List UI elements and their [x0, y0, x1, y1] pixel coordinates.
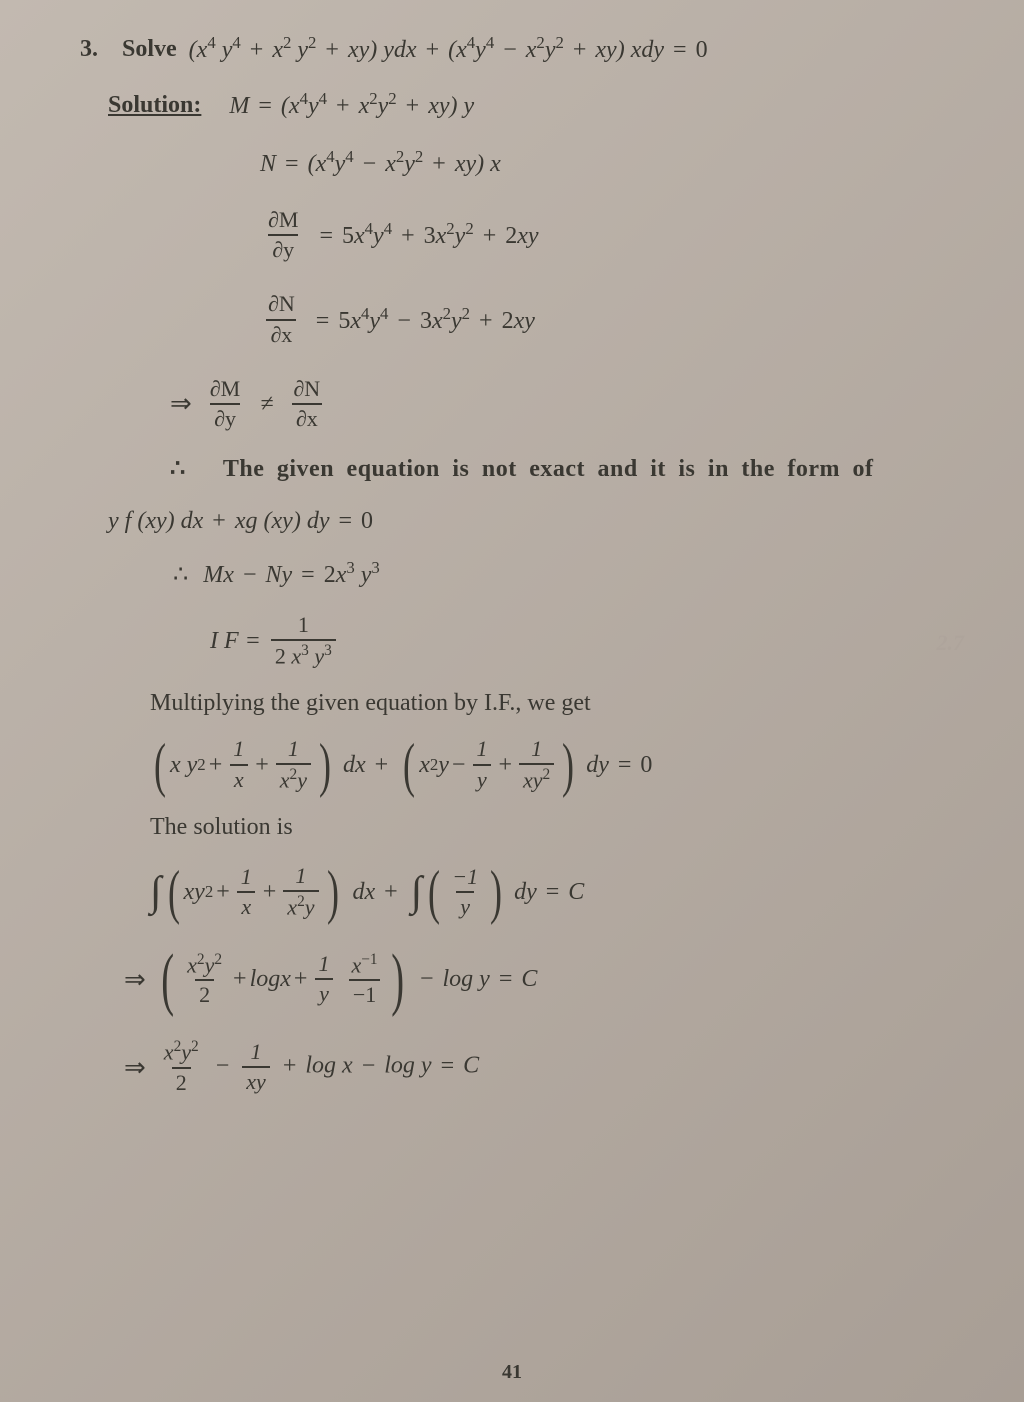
IF-fraction: 1 2 x3 y3: [271, 613, 336, 669]
dN-dx-fraction: ∂N ∂x: [264, 292, 299, 346]
conclusion-text: ∴ The given equation is not exact and it…: [170, 451, 964, 487]
bleed-through-text: 2.7: [937, 630, 965, 655]
dN-dx-den: ∂x: [266, 319, 296, 347]
dM-dy-fraction: ∂M ∂y: [264, 208, 302, 262]
implies-icon: ⇒: [124, 1048, 146, 1087]
dN-dx: ∂N ∂x = 5x4y4 − 3x2y2 + 2xy: [260, 292, 964, 346]
N-definition: N = (x4y4 − x2y2 + xy) x: [260, 144, 964, 182]
IF-num: 1: [294, 613, 313, 639]
dmdy2-num: ∂M: [206, 377, 244, 403]
implies-icon: ⇒: [170, 384, 192, 423]
IF-den: 2 x3 y3: [271, 639, 336, 669]
solution-label: Solution:: [108, 87, 201, 123]
multiplied-equation: ( x y2 + 1x + 1x2y ) dx + ( x2 y − 1y + …: [150, 737, 964, 793]
therefore-icon: ∴: [170, 456, 186, 482]
form-equation: y f (xy) dx + xg (xy) dy = 0: [108, 503, 964, 539]
Mx-Ny: ∴ Mx − Ny = 2x3 y3: [170, 555, 964, 593]
dmdy2-den: ∂y: [210, 403, 240, 431]
dndx2-num: ∂N: [289, 377, 324, 403]
problem-equation: (x4 y4 + x2 y2 + xy) ydx + (x4y4 − x2y2 …: [189, 30, 708, 68]
integral-line: ∫ ( xy2 + 1x + 1x2y ) dx + ∫ ( −1y ) dy …: [150, 861, 964, 924]
dN-dx-num: ∂N: [264, 292, 299, 318]
solution-label-row: Solution: M = (x4y4 + x2y2 + xy) y: [80, 86, 964, 124]
implies-icon: ⇒: [124, 960, 146, 999]
page-number: 41: [0, 1361, 1024, 1384]
dN-dx-value: = 5x4y4 − 3x2y2 + 2xy: [313, 301, 535, 339]
conclusion-statement: The given equation is not exact and it i…: [223, 456, 874, 482]
the-solution-is: The solution is: [150, 809, 964, 845]
integral-icon-2: ∫: [411, 861, 423, 924]
result-line-2: ⇒ ( x2y22 + log x + 1y x−1−1 ) − log y =…: [124, 952, 964, 1008]
M-definition: M = (x4y4 + x2y2 + xy) y: [229, 86, 474, 124]
dM-dy-den: ∂y: [268, 234, 298, 262]
solve-verb: Solve: [122, 31, 177, 67]
IF-label: I F =: [210, 623, 261, 659]
integrating-factor: I F = 1 2 x3 y3: [210, 613, 964, 669]
multiply-text: Multiplying the given equation by I.F., …: [150, 685, 964, 721]
bleed-through-section: 2.7: [937, 630, 965, 656]
dM-dy-num: ∂M: [264, 208, 302, 234]
page: 3. Solve (x4 y4 + x2 y2 + xy) ydx + (x4y…: [0, 0, 1024, 1129]
dM-dy-value: = 5x4y4 + 3x2y2 + 2xy: [316, 216, 538, 254]
problem-statement: 3. Solve (x4 y4 + x2 y2 + xy) ydx + (x4y…: [80, 30, 964, 68]
dM-dy: ∂M ∂y = 5x4y4 + 3x2y2 + 2xy: [260, 208, 964, 262]
dndx2-den: ∂x: [292, 403, 322, 431]
neq-sign: ≠: [260, 386, 273, 422]
question-number: 3.: [80, 31, 98, 67]
result-line-3: ⇒ x2y22 − 1xy + log x − log y = C: [124, 1039, 964, 1095]
integral-icon: ∫: [150, 861, 162, 924]
not-equal-row: ⇒ ∂M∂y ≠ ∂N∂x: [170, 377, 964, 431]
